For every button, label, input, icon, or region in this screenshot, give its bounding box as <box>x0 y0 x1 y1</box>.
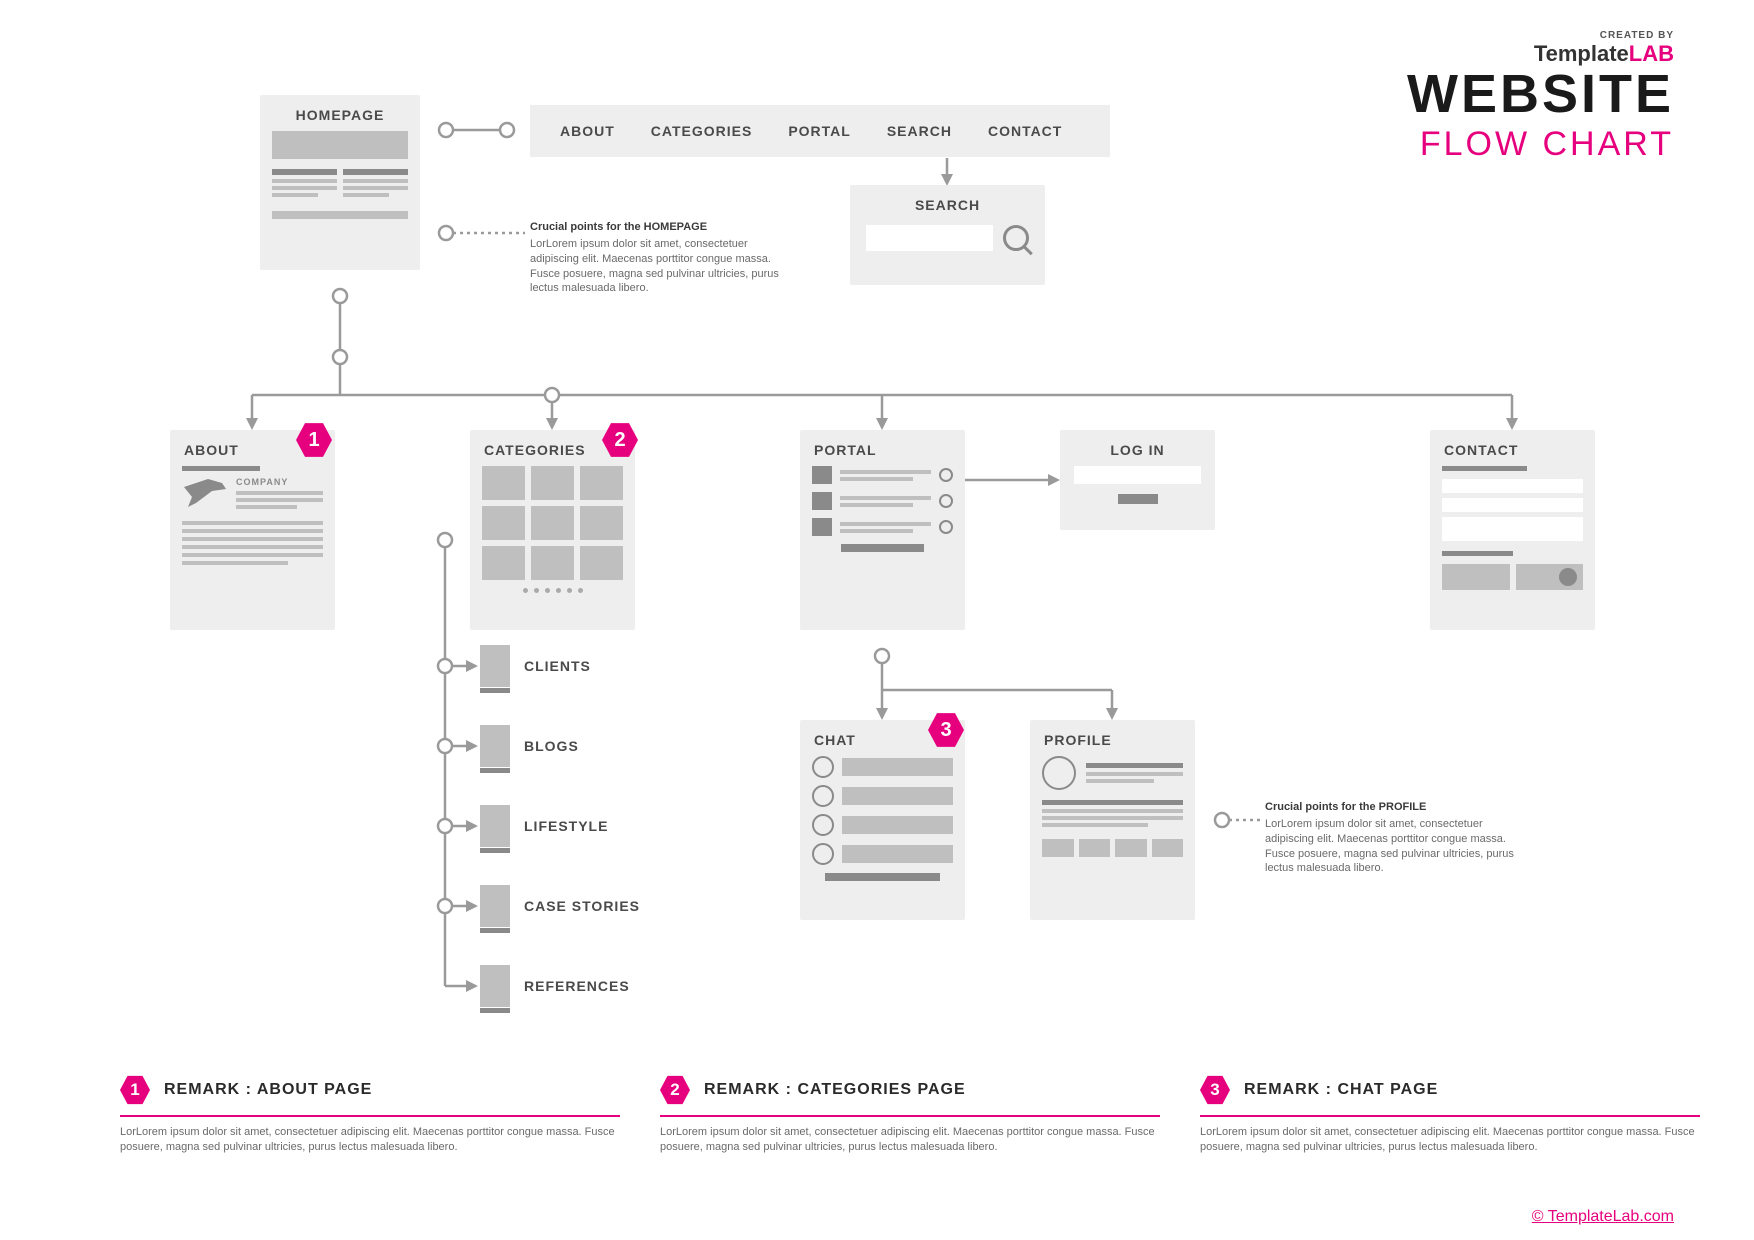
nav-search: SEARCH <box>887 123 952 139</box>
card-homepage-title: HOMEPAGE <box>260 95 420 131</box>
map-pin-icon <box>1559 568 1577 586</box>
radio-icon <box>939 494 953 508</box>
page-subtitle: FLOW CHART <box>1407 125 1674 164</box>
card-search: SEARCH <box>850 185 1045 285</box>
card-profile: PROFILE <box>1030 720 1195 920</box>
card-portal-title: PORTAL <box>800 430 965 466</box>
card-login: LOG IN <box>1060 430 1215 530</box>
card-categories: CATEGORIES <box>470 430 635 630</box>
card-login-title: LOG IN <box>1060 430 1215 466</box>
card-profile-title: PROFILE <box>1030 720 1195 756</box>
radio-icon <box>939 468 953 482</box>
card-about: ABOUT COMPANY <box>170 430 335 630</box>
callout-homepage-body: LorLorem ipsum dolor sit amet, consectet… <box>530 237 790 296</box>
brand-template: Template <box>1534 41 1629 66</box>
subitem-blogs: BLOGS <box>480 725 579 767</box>
page-title: WEBSITE <box>1407 67 1674 121</box>
bird-icon <box>182 477 228 511</box>
flowchart-canvas: CREATED BY TemplateLAB WEBSITE FLOW CHAR… <box>0 0 1754 1240</box>
search-icon <box>1003 225 1029 251</box>
remark-badge-3: 3 <box>1200 1075 1230 1105</box>
remark-badge-2: 2 <box>660 1075 690 1105</box>
nav-portal: PORTAL <box>788 123 851 139</box>
card-portal: PORTAL <box>800 430 965 630</box>
pagination-dots <box>470 580 635 603</box>
remark-title-3: REMARK : CHAT PAGE <box>1244 1081 1438 1099</box>
callout-homepage-title: Crucial points for the HOMEPAGE <box>530 220 790 235</box>
remark-1: 1 REMARK : ABOUT PAGE LorLorem ipsum dol… <box>120 1075 620 1156</box>
subitem-label: CASE STORIES <box>524 898 640 914</box>
subitem-lifestyle: LIFESTYLE <box>480 805 608 847</box>
nav-categories: CATEGORIES <box>651 123 753 139</box>
company-label: COMPANY <box>236 477 323 487</box>
subitem-label: LIFESTYLE <box>524 818 608 834</box>
nav-contact: CONTACT <box>988 123 1062 139</box>
avatar-icon <box>812 843 834 865</box>
radio-icon <box>939 520 953 534</box>
profile-avatar-icon <box>1042 756 1076 790</box>
avatar-icon <box>812 756 834 778</box>
subitem-label: BLOGS <box>524 738 579 754</box>
header-block: CREATED BY TemplateLAB WEBSITE FLOW CHAR… <box>1407 30 1674 164</box>
remark-title-2: REMARK : CATEGORIES PAGE <box>704 1081 966 1099</box>
callout-profile-title: Crucial points for the PROFILE <box>1265 800 1525 815</box>
callout-homepage: Crucial points for the HOMEPAGE LorLorem… <box>530 220 790 296</box>
card-search-title: SEARCH <box>850 185 1045 221</box>
remark-body-2: LorLorem ipsum dolor sit amet, consectet… <box>660 1125 1160 1156</box>
remark-body-3: LorLorem ipsum dolor sit amet, consectet… <box>1200 1125 1700 1156</box>
subitem-label: REFERENCES <box>524 978 630 994</box>
card-contact: CONTACT <box>1430 430 1595 630</box>
card-chat: CHAT <box>800 720 965 920</box>
callout-profile-body: LorLorem ipsum dolor sit amet, consectet… <box>1265 817 1525 876</box>
card-homepage: HOMEPAGE <box>260 95 420 270</box>
remark-3: 3 REMARK : CHAT PAGE LorLorem ipsum dolo… <box>1200 1075 1700 1156</box>
subitem-clients: CLIENTS <box>480 645 591 687</box>
created-by-label: CREATED BY <box>1407 30 1674 41</box>
subitem-label: CLIENTS <box>524 658 591 674</box>
remark-body-1: LorLorem ipsum dolor sit amet, consectet… <box>120 1125 620 1156</box>
avatar-icon <box>812 785 834 807</box>
navbar: ABOUT CATEGORIES PORTAL SEARCH CONTACT <box>530 105 1110 157</box>
brand-lab: LAB <box>1629 41 1674 66</box>
remark-2: 2 REMARK : CATEGORIES PAGE LorLorem ipsu… <box>660 1075 1160 1156</box>
subitem-references: REFERENCES <box>480 965 630 1007</box>
remark-badge-1: 1 <box>120 1075 150 1105</box>
remark-title-1: REMARK : ABOUT PAGE <box>164 1081 372 1099</box>
card-contact-title: CONTACT <box>1430 430 1595 466</box>
callout-profile: Crucial points for the PROFILE LorLorem … <box>1265 800 1525 876</box>
avatar-icon <box>812 814 834 836</box>
footer-link[interactable]: © TemplateLab.com <box>1532 1208 1674 1226</box>
nav-about: ABOUT <box>560 123 615 139</box>
subitem-case-stories: CASE STORIES <box>480 885 640 927</box>
